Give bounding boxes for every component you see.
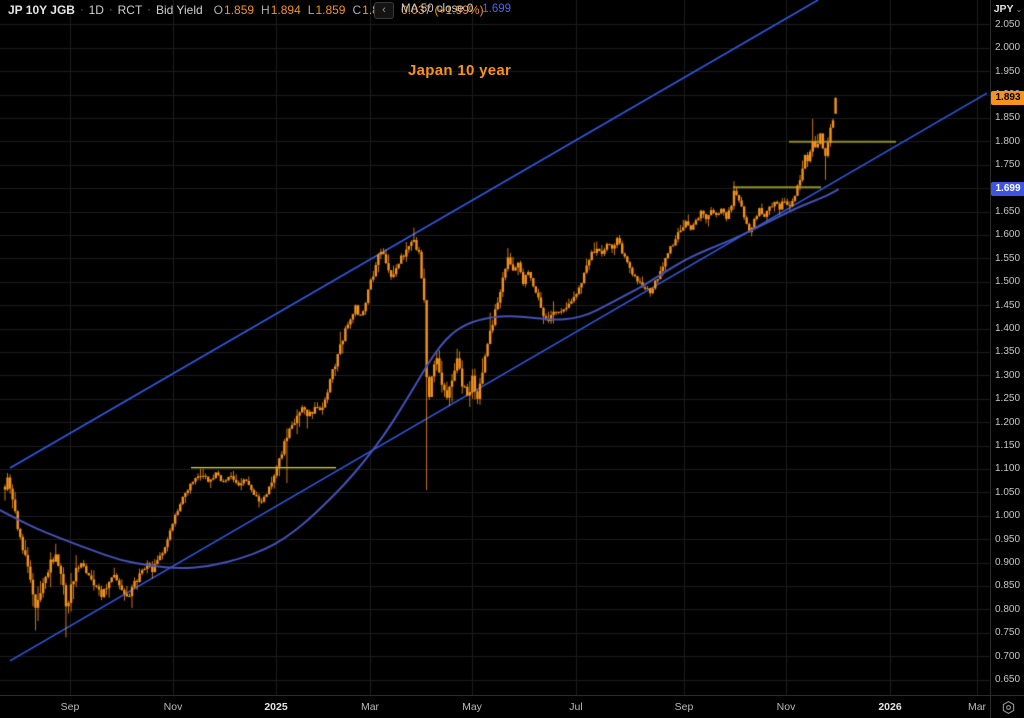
ma-indicator-legend: MA 50 close 0 1.699	[401, 3, 511, 15]
time-tick: Nov	[163, 701, 183, 713]
legend-separator: ·	[108, 4, 113, 16]
price-tick: 0.650	[995, 674, 1021, 686]
legend-separator: ·	[147, 4, 151, 16]
close-label: C	[352, 3, 362, 17]
price-axis[interactable]: JPY ⌄ 1.893 1.699 2.0502.0001.9501.9001.…	[990, 0, 1024, 695]
price-tick: 1.450	[995, 299, 1021, 311]
chart-annotation-title: Japan 10 year	[408, 62, 512, 79]
currency-selector[interactable]: JPY ⌄	[993, 2, 1023, 16]
ma-indicator-label[interactable]: MA 50 close 0	[401, 3, 474, 15]
low-label: L	[307, 3, 315, 17]
price-tick: 1.400	[995, 323, 1021, 335]
series-type-label: Bid Yield	[155, 3, 203, 17]
time-tick: 2025	[264, 701, 288, 713]
price-tick: 0.900	[995, 557, 1021, 569]
price-tick: 1.150	[995, 440, 1021, 452]
price-tick: 2.000	[995, 42, 1021, 54]
change-value: 0.037 (+1.99%)	[401, 3, 484, 17]
time-axis[interactable]: Sep Nov 2025 Mar May Jul Sep Nov 2026 Mar	[0, 695, 990, 718]
ohlc-readout: O1.859 H1.894 L1.859 C1.893	[214, 3, 393, 17]
ma-indicator-value: 1.699	[482, 3, 512, 15]
price-tick: 0.800	[995, 603, 1021, 615]
open-label: O	[213, 3, 224, 17]
currency-label: JPY	[993, 3, 1014, 15]
price-tick: 1.250	[995, 393, 1021, 405]
price-tick: 1.650	[995, 206, 1021, 218]
price-tick: 0.750	[995, 627, 1021, 639]
high-value: 1.894	[270, 3, 301, 17]
last-price-label: 1.893	[991, 90, 1024, 105]
price-tick: 1.850	[995, 112, 1021, 124]
price-tick: 1.100	[995, 463, 1021, 475]
price-tick: 1.000	[995, 510, 1021, 522]
time-tick: Jul	[569, 701, 583, 713]
time-tick: May	[462, 701, 482, 713]
ma-price-label: 1.699	[991, 181, 1024, 196]
settings-gear-icon	[1002, 700, 1014, 715]
high-label: H	[261, 3, 270, 17]
axis-settings-corner[interactable]	[990, 695, 1024, 718]
price-tick: 1.750	[995, 159, 1021, 171]
collapse-legend-button[interactable]: ‹	[374, 2, 394, 19]
timeframe-label[interactable]: 1D	[88, 3, 104, 17]
time-tick: Sep	[60, 701, 80, 713]
time-tick: Nov	[776, 701, 796, 713]
price-tick: 1.950	[995, 65, 1021, 77]
time-tick: Mar	[360, 701, 380, 713]
price-chart-canvas[interactable]	[0, 0, 990, 695]
price-tick: 1.500	[995, 276, 1021, 288]
price-tick: 1.800	[995, 135, 1021, 147]
open-value: 1.859	[224, 3, 255, 17]
price-tick: 1.350	[995, 346, 1021, 358]
time-tick: Mar	[967, 701, 987, 713]
price-tick: 1.600	[995, 229, 1021, 241]
price-tick: 0.850	[995, 580, 1021, 592]
price-tick: 2.050	[995, 18, 1021, 30]
chevron-down-icon: ⌄	[1015, 4, 1023, 14]
symbol-legend: JP 10Y JGB · 1D · RCT · Bid Yield O 1.859…	[8, 3, 484, 17]
price-tick: 0.950	[995, 533, 1021, 545]
price-tick: 1.050	[995, 486, 1021, 498]
symbol-name[interactable]: JP 10Y JGB	[8, 3, 75, 17]
legend-separator: ·	[79, 4, 84, 16]
price-tick: 0.700	[995, 650, 1021, 662]
exchange-label[interactable]: RCT	[117, 3, 143, 17]
time-tick: 2026	[878, 701, 902, 713]
price-tick: 1.200	[995, 416, 1021, 428]
price-tick: 1.550	[995, 252, 1021, 264]
time-tick: Sep	[674, 701, 694, 713]
price-tick: 1.300	[995, 369, 1021, 381]
low-value: 1.859	[315, 3, 346, 17]
